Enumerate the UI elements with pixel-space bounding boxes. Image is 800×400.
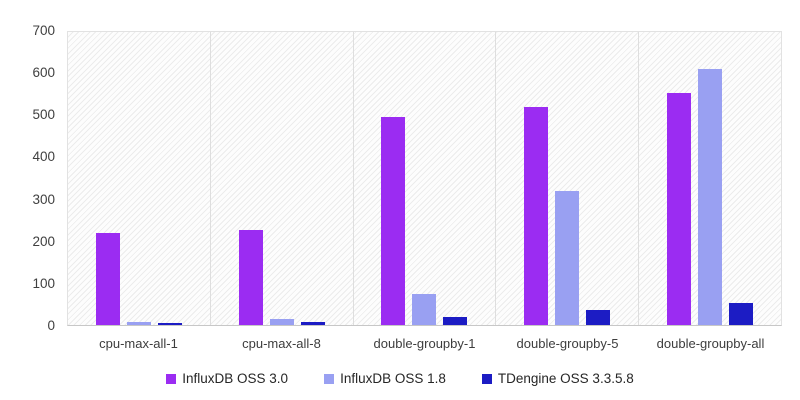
bar-tdengine-oss-3-3-5-8-double-groupby-5 <box>586 309 611 325</box>
bar-influxdb-oss-3-0-cpu-max-all-8 <box>238 229 263 325</box>
bar-influxdb-oss-1-8-double-groupby-all <box>698 68 723 325</box>
category-group-cpu-max-all-8 <box>211 32 354 325</box>
y-tick-label: 300 <box>32 191 55 207</box>
bar-tdengine-oss-3-3-5-8-cpu-max-all-8 <box>300 322 325 325</box>
legend-label: InfluxDB OSS 3.0 <box>182 371 289 386</box>
bar-influxdb-oss-3-0-double-groupby-all <box>667 92 692 325</box>
y-tick-label: 400 <box>32 149 55 165</box>
y-tick-label: 0 <box>47 318 55 333</box>
x-axis: cpu-max-all-1 cpu-max-all-8 double-groupby… <box>67 336 782 351</box>
bar-influxdb-oss-1-8-double-groupby-5 <box>555 191 580 325</box>
x-category-label-cpu-max-all-8: cpu-max-all-8 <box>242 336 321 351</box>
category-group-double-groupby-5 <box>496 32 640 325</box>
legend-item-tdengine-oss-3-3-5-8: TDengine OSS 3.3.5.8 <box>481 371 634 386</box>
category-group-double-groupby-all <box>639 32 781 325</box>
bar-tdengine-oss-3-3-5-8-cpu-max-all-1 <box>157 323 182 325</box>
y-tick-label: 100 <box>32 275 55 291</box>
y-tick-label: 200 <box>32 233 55 249</box>
legend-swatch-icon <box>324 373 335 384</box>
y-tick-label: 600 <box>32 65 55 81</box>
x-category-label-double-groupby-all: double-groupby-all <box>656 336 765 351</box>
legend-item-influxdb-oss-1-8: InfluxDB OSS 1.8 <box>324 371 446 386</box>
legend-label: InfluxDB OSS 1.8 <box>340 371 446 386</box>
legend-swatch-icon <box>481 373 492 384</box>
bar-tdengine-oss-3-3-5-8-double-groupby-all <box>729 303 754 325</box>
bar-influxdb-oss-1-8-cpu-max-all-8 <box>269 318 294 325</box>
x-category-label-double-groupby-5: double-groupby-5 <box>516 336 619 351</box>
y-tick-label: 700 <box>32 23 55 38</box>
legend-item-influxdb-oss-3-0: InfluxDB OSS 3.0 <box>166 371 288 386</box>
category-group-double-groupby-1 <box>354 32 497 325</box>
y-tick-label: 500 <box>32 107 55 123</box>
bar-influxdb-oss-3-0-cpu-max-all-1 <box>95 232 120 325</box>
legend-label: TDengine OSS 3.3.5.8 <box>497 371 634 386</box>
bar-influxdb-oss-3-0-double-groupby-5 <box>524 106 549 325</box>
x-category-label-double-groupby-1: double-groupby-1 <box>373 336 476 351</box>
bar-tdengine-oss-3-3-5-8-double-groupby-1 <box>443 316 468 325</box>
bar-influxdb-oss-1-8-double-groupby-1 <box>412 293 437 325</box>
legend: InfluxDB OSS 3.0 InfluxDB OSS 1.8 TDengine… <box>0 371 800 386</box>
legend-swatch-icon <box>166 373 177 384</box>
bar-influxdb-oss-3-0-double-groupby-1 <box>381 117 406 325</box>
category-group-cpu-max-all-1 <box>68 32 211 325</box>
bar-influxdb-oss-1-8-cpu-max-all-1 <box>126 321 151 325</box>
y-axis: 0 100 200 300 400 500 600 700 <box>0 0 55 400</box>
plot-area <box>67 31 782 326</box>
x-category-label-cpu-max-all-1: cpu-max-all-1 <box>99 336 178 351</box>
